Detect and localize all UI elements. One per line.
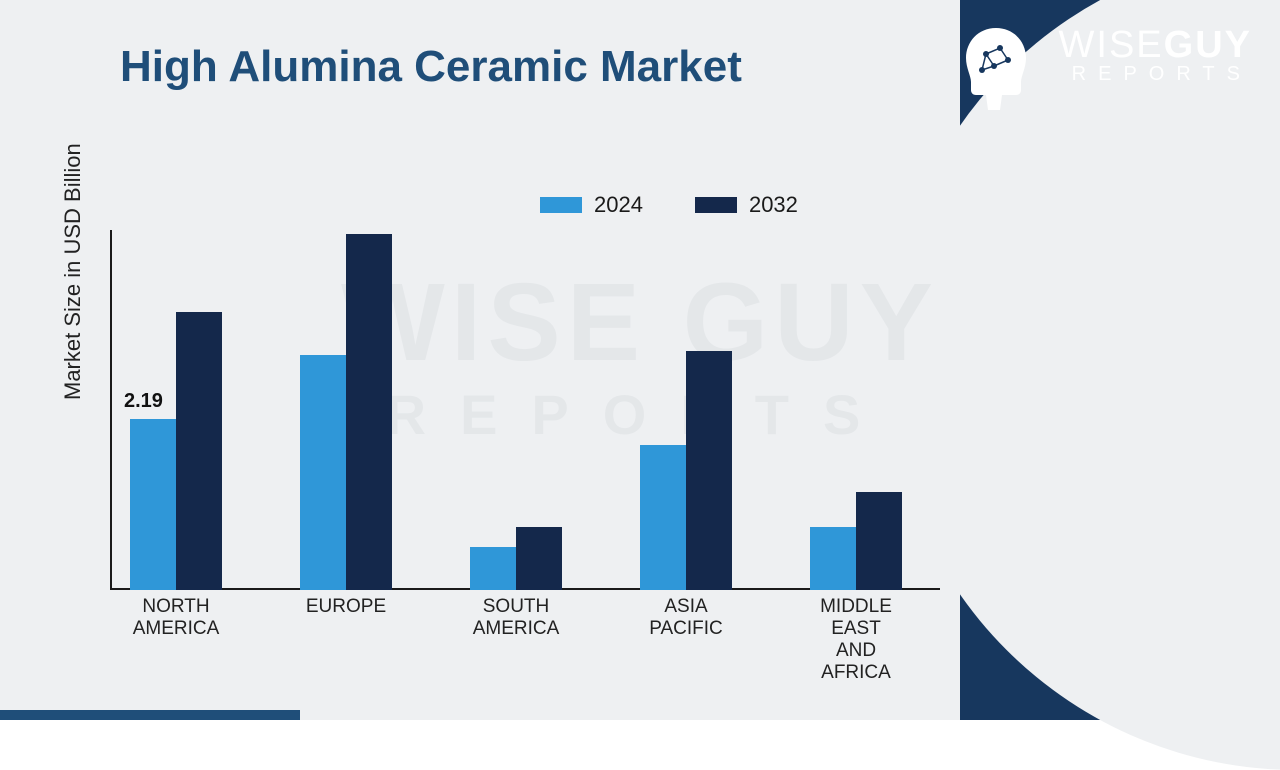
bar-group <box>810 492 902 590</box>
category-label: NORTHAMERICA <box>116 596 236 640</box>
bar <box>856 492 902 590</box>
category-label: ASIAPACIFIC <box>626 596 746 640</box>
value-label: 2.19 <box>124 390 163 413</box>
y-axis-label: Market Size in USD Billion <box>60 143 86 400</box>
bar-chart: 2.19 <box>110 230 940 590</box>
legend-item-2024: 2024 <box>540 192 643 218</box>
logo-head-icon <box>960 26 1032 112</box>
bar <box>516 527 562 590</box>
bar-group <box>640 351 732 590</box>
legend: 2024 2032 <box>540 192 798 218</box>
bar <box>300 355 346 590</box>
logo-text: WISEGUY REPORTS <box>1059 24 1252 86</box>
bar-group <box>300 234 392 590</box>
logo-line2: REPORTS <box>1059 63 1252 86</box>
bar <box>810 527 856 590</box>
legend-label-2024: 2024 <box>594 192 643 218</box>
arc-cutout <box>886 0 1280 770</box>
legend-swatch-2024 <box>540 197 582 213</box>
bar <box>470 547 516 590</box>
logo-line1b: GUY <box>1164 24 1252 66</box>
bar <box>130 419 176 590</box>
category-label: MIDDLEEASTANDAFRICA <box>796 596 916 683</box>
footer-accent-bar <box>0 710 300 720</box>
logo-line1a: WISE <box>1059 24 1164 66</box>
legend-label-2032: 2032 <box>749 192 798 218</box>
bar <box>346 234 392 590</box>
category-label: EUROPE <box>286 596 406 618</box>
canvas: WISE GUY REPORTS WISEGUY REPORTS High Al… <box>0 0 1280 720</box>
bar <box>640 445 686 590</box>
category-label: SOUTHAMERICA <box>456 596 576 640</box>
legend-item-2032: 2032 <box>695 192 798 218</box>
bar <box>686 351 732 590</box>
bar-group <box>130 312 222 590</box>
legend-swatch-2032 <box>695 197 737 213</box>
bar-group <box>470 527 562 590</box>
y-axis <box>110 230 112 590</box>
chart-title: High Alumina Ceramic Market <box>120 42 742 92</box>
bar <box>176 312 222 590</box>
